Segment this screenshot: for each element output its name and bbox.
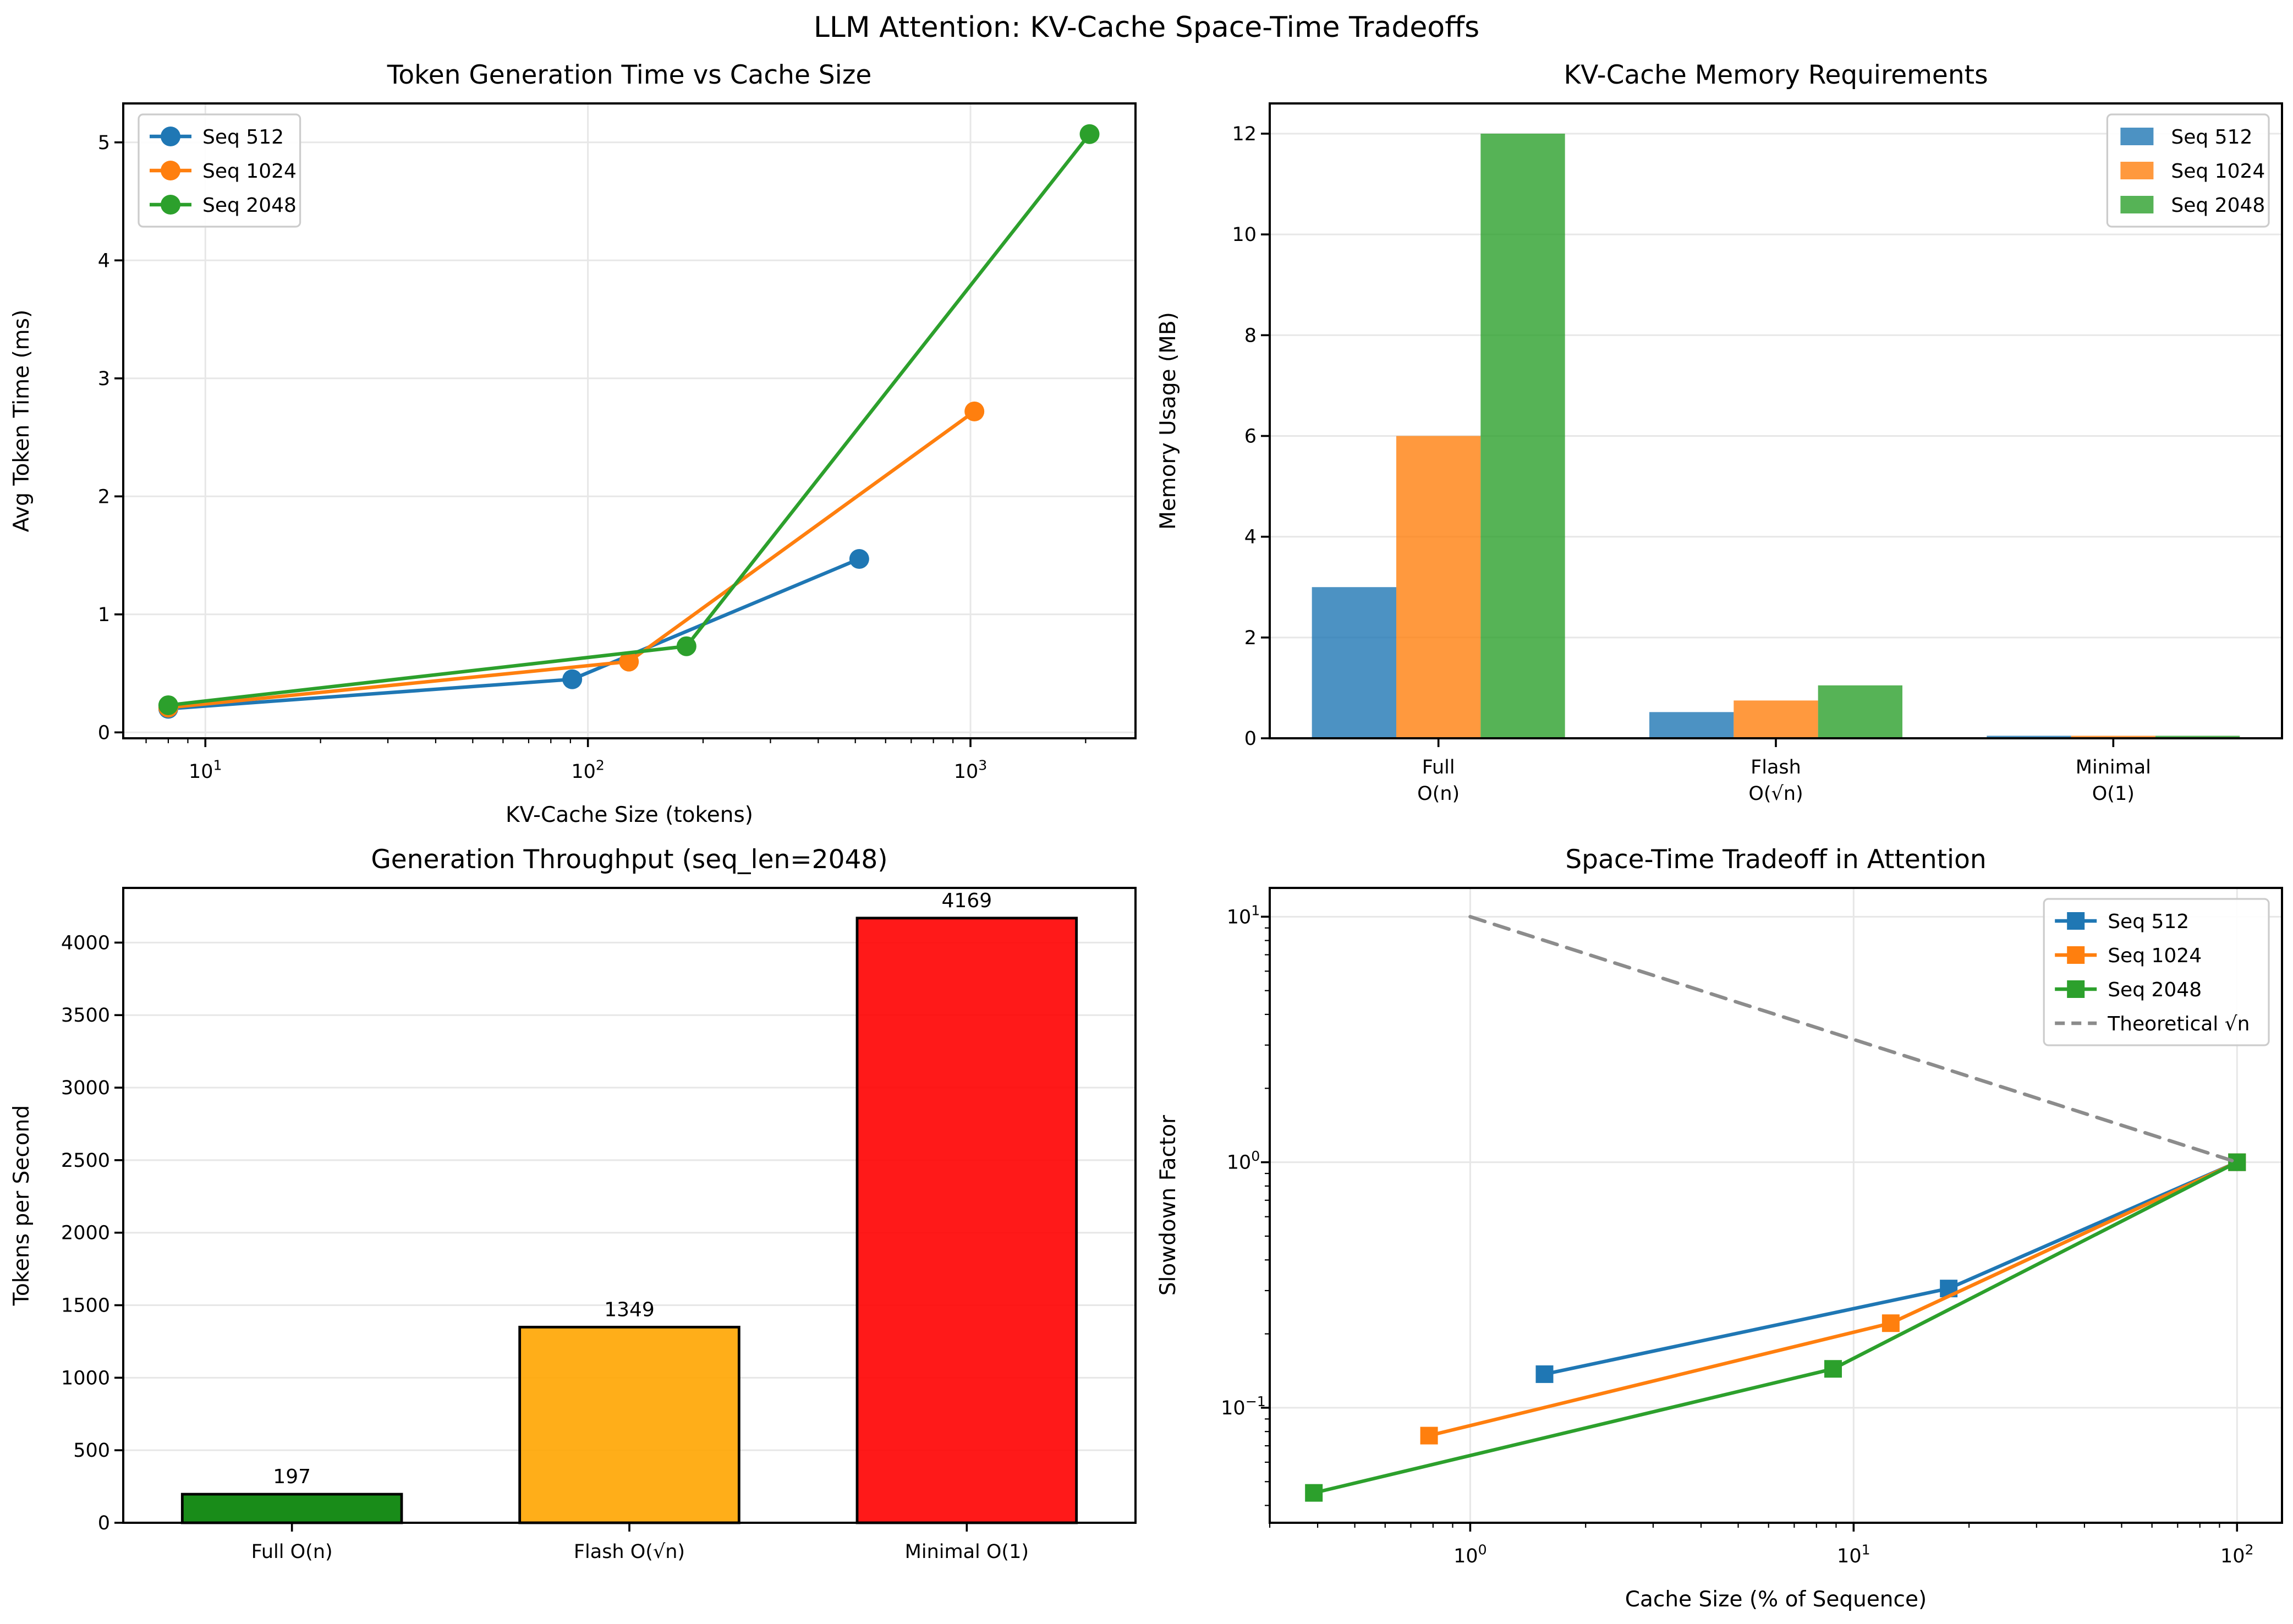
svg-text:1000: 1000 [61, 1367, 110, 1389]
bar-seq-2048-flash-o-n [1818, 685, 1902, 738]
bar-value-label: 1349 [604, 1298, 655, 1321]
legend-label-seq-512: Seq 512 [2108, 910, 2189, 933]
svg-text:6: 6 [1244, 425, 1257, 447]
svg-text:3: 3 [98, 368, 110, 390]
legend-label-seq-1024: Seq 1024 [2171, 160, 2265, 183]
legend-label-seq-1024: Seq 1024 [202, 160, 297, 183]
y-axis: 0 1 2 3 4 5 [98, 132, 123, 744]
svg-text:500: 500 [73, 1440, 110, 1462]
svg-text:Minimal: Minimal [2076, 756, 2151, 778]
bars-seq-1024 [1396, 436, 2155, 738]
subplot-grid: 101 102 103 0 1 2 3 4 5 Token Generation Time vs … [0, 55, 2293, 1624]
series-seq-2048 [158, 124, 1100, 715]
series-seq-2048 [1305, 1153, 2246, 1502]
legend-label-theoretical-n: Theoretical √n [2107, 1013, 2250, 1035]
svg-text:2500: 2500 [61, 1150, 110, 1172]
svg-text:4: 4 [1244, 526, 1257, 548]
y-axis-label: Memory Usage (MB) [1156, 312, 1181, 530]
svg-text:Full: Full [1422, 756, 1455, 778]
kv-cache-memory-chart: Full O(n) Flash O(√n) Minimal O(1) 0 2 4 6 8 10 12 KV… [1146, 55, 2293, 840]
axes-spines [122, 102, 1137, 739]
bar-seq-2048-minimal-o-1 [2155, 736, 2240, 738]
panel-generation-throughput: 197 1349 4169 Full O(n) Flash O(√n) Minimal O… [0, 840, 1146, 1624]
subplot-title: Space-Time Tradeoff in Attention [1565, 844, 1986, 875]
bar-value-label: 197 [273, 1466, 311, 1488]
legend: Seq 512 Seq 1024 Seq 2048 Theoretical √n [2043, 898, 2270, 1046]
bar-seq-512-minimal-o-1 [1987, 736, 2071, 738]
bars: 197 1349 4169 [180, 890, 1078, 1524]
y-axis: 0 500 1000 1500 2000 2500 3000 3500 4000 [61, 932, 123, 1534]
bar-seq-512-full-o-n [1312, 587, 1396, 738]
legend-label-seq-512: Seq 512 [202, 126, 284, 149]
svg-text:Flash: Flash [1751, 756, 1801, 778]
x-axis: Full O(n) Flash O(√n) Minimal O(1) [251, 1523, 1029, 1563]
svg-text:1500: 1500 [61, 1295, 110, 1317]
x-axis-label: KV-Cache Size (tokens) [506, 803, 753, 827]
generation-throughput-chart: 197 1349 4169 Full O(n) Flash O(√n) Minimal O… [0, 840, 1146, 1624]
y-axis-label: Tokens per Second [9, 1105, 34, 1306]
y-axis-label: Slowdown Factor [1156, 1115, 1181, 1296]
subplot-title: Token Generation Time vs Cache Size [387, 60, 872, 90]
svg-text:10: 10 [1232, 224, 1257, 246]
legend-label-seq-2048: Seq 2048 [202, 194, 297, 217]
bar-seq-512-flash-o-n [1649, 712, 1734, 738]
bar-seq-2048-full-o-n [1480, 133, 1565, 738]
legend: Seq 512 Seq 1024 Seq 2048 [138, 113, 301, 228]
svg-text:12: 12 [1232, 123, 1257, 145]
legend: Seq 512 Seq 1024 Seq 2048 [2106, 113, 2270, 228]
legend-label-seq-1024: Seq 1024 [2108, 945, 2202, 967]
bars-seq-512 [1312, 587, 2071, 738]
panel-token-generation-time: 101 102 103 0 1 2 3 4 5 Token Generation Time vs … [0, 55, 1146, 840]
y-axis: 0 2 4 6 8 10 12 [1232, 123, 1270, 750]
svg-text:O(n): O(n) [1417, 783, 1460, 805]
svg-text:2000: 2000 [61, 1222, 110, 1244]
legend-label-seq-512: Seq 512 [2171, 126, 2252, 149]
svg-text:4: 4 [98, 250, 110, 272]
svg-text:Full O(n): Full O(n) [251, 1541, 333, 1563]
x-axis-label: Cache Size (% of Sequence) [1625, 1587, 1927, 1612]
svg-text:Flash O(√n): Flash O(√n) [574, 1541, 685, 1563]
panel-space-time-tradeoff: 100 101 102 10−1 100 101 Space-Time Tradeoff i… [1146, 840, 2293, 1624]
svg-text:101: 101 [1227, 903, 1260, 929]
legend-label-seq-2048: Seq 2048 [2108, 979, 2202, 1001]
svg-text:8: 8 [1244, 325, 1257, 347]
bar-minimal-o-1 [855, 917, 1078, 1524]
series-theoretical-n [1468, 915, 2239, 1164]
bar-seq-1024-full-o-n [1396, 436, 1481, 738]
gridlines [123, 103, 1135, 738]
svg-text:1: 1 [98, 604, 110, 626]
svg-text:101: 101 [189, 757, 222, 783]
svg-text:O(1): O(1) [2092, 783, 2135, 805]
svg-text:3000: 3000 [61, 1077, 110, 1099]
svg-text:0: 0 [98, 722, 110, 744]
bar-full-o-n [180, 1493, 403, 1524]
bar-seq-1024-minimal-o-1 [2071, 736, 2155, 738]
subplot-title: KV-Cache Memory Requirements [1564, 60, 1988, 90]
y-axis-label: Avg Token Time (ms) [9, 310, 34, 533]
svg-text:Minimal O(1): Minimal O(1) [905, 1541, 1029, 1563]
svg-text:O(√n): O(√n) [1748, 783, 1803, 805]
x-axis: Full O(n) Flash O(√n) Minimal O(1) [1417, 738, 2151, 805]
svg-text:3500: 3500 [61, 1005, 110, 1027]
bar-flash-o-n [518, 1325, 740, 1524]
figure-title: LLM Attention: KV-Cache Space-Time Trade… [813, 11, 1480, 44]
axes-spines [1269, 887, 2283, 1524]
bars-seq-2048 [1480, 133, 2240, 738]
bar-seq-1024-flash-o-n [1734, 700, 1818, 738]
panel-kv-cache-memory: Full O(n) Flash O(√n) Minimal O(1) 0 2 4 6 8 10 12 KV… [1146, 55, 2293, 840]
svg-text:4000: 4000 [61, 932, 110, 954]
svg-text:0: 0 [1244, 728, 1257, 750]
svg-text:0: 0 [98, 1512, 110, 1534]
svg-text:2: 2 [98, 486, 110, 508]
svg-text:2: 2 [1244, 627, 1257, 649]
svg-text:5: 5 [98, 132, 110, 154]
bar-value-label: 4169 [942, 890, 992, 912]
legend-label-seq-2048: Seq 2048 [2171, 194, 2265, 217]
subplot-title: Generation Throughput (seq_len=2048) [371, 844, 887, 875]
